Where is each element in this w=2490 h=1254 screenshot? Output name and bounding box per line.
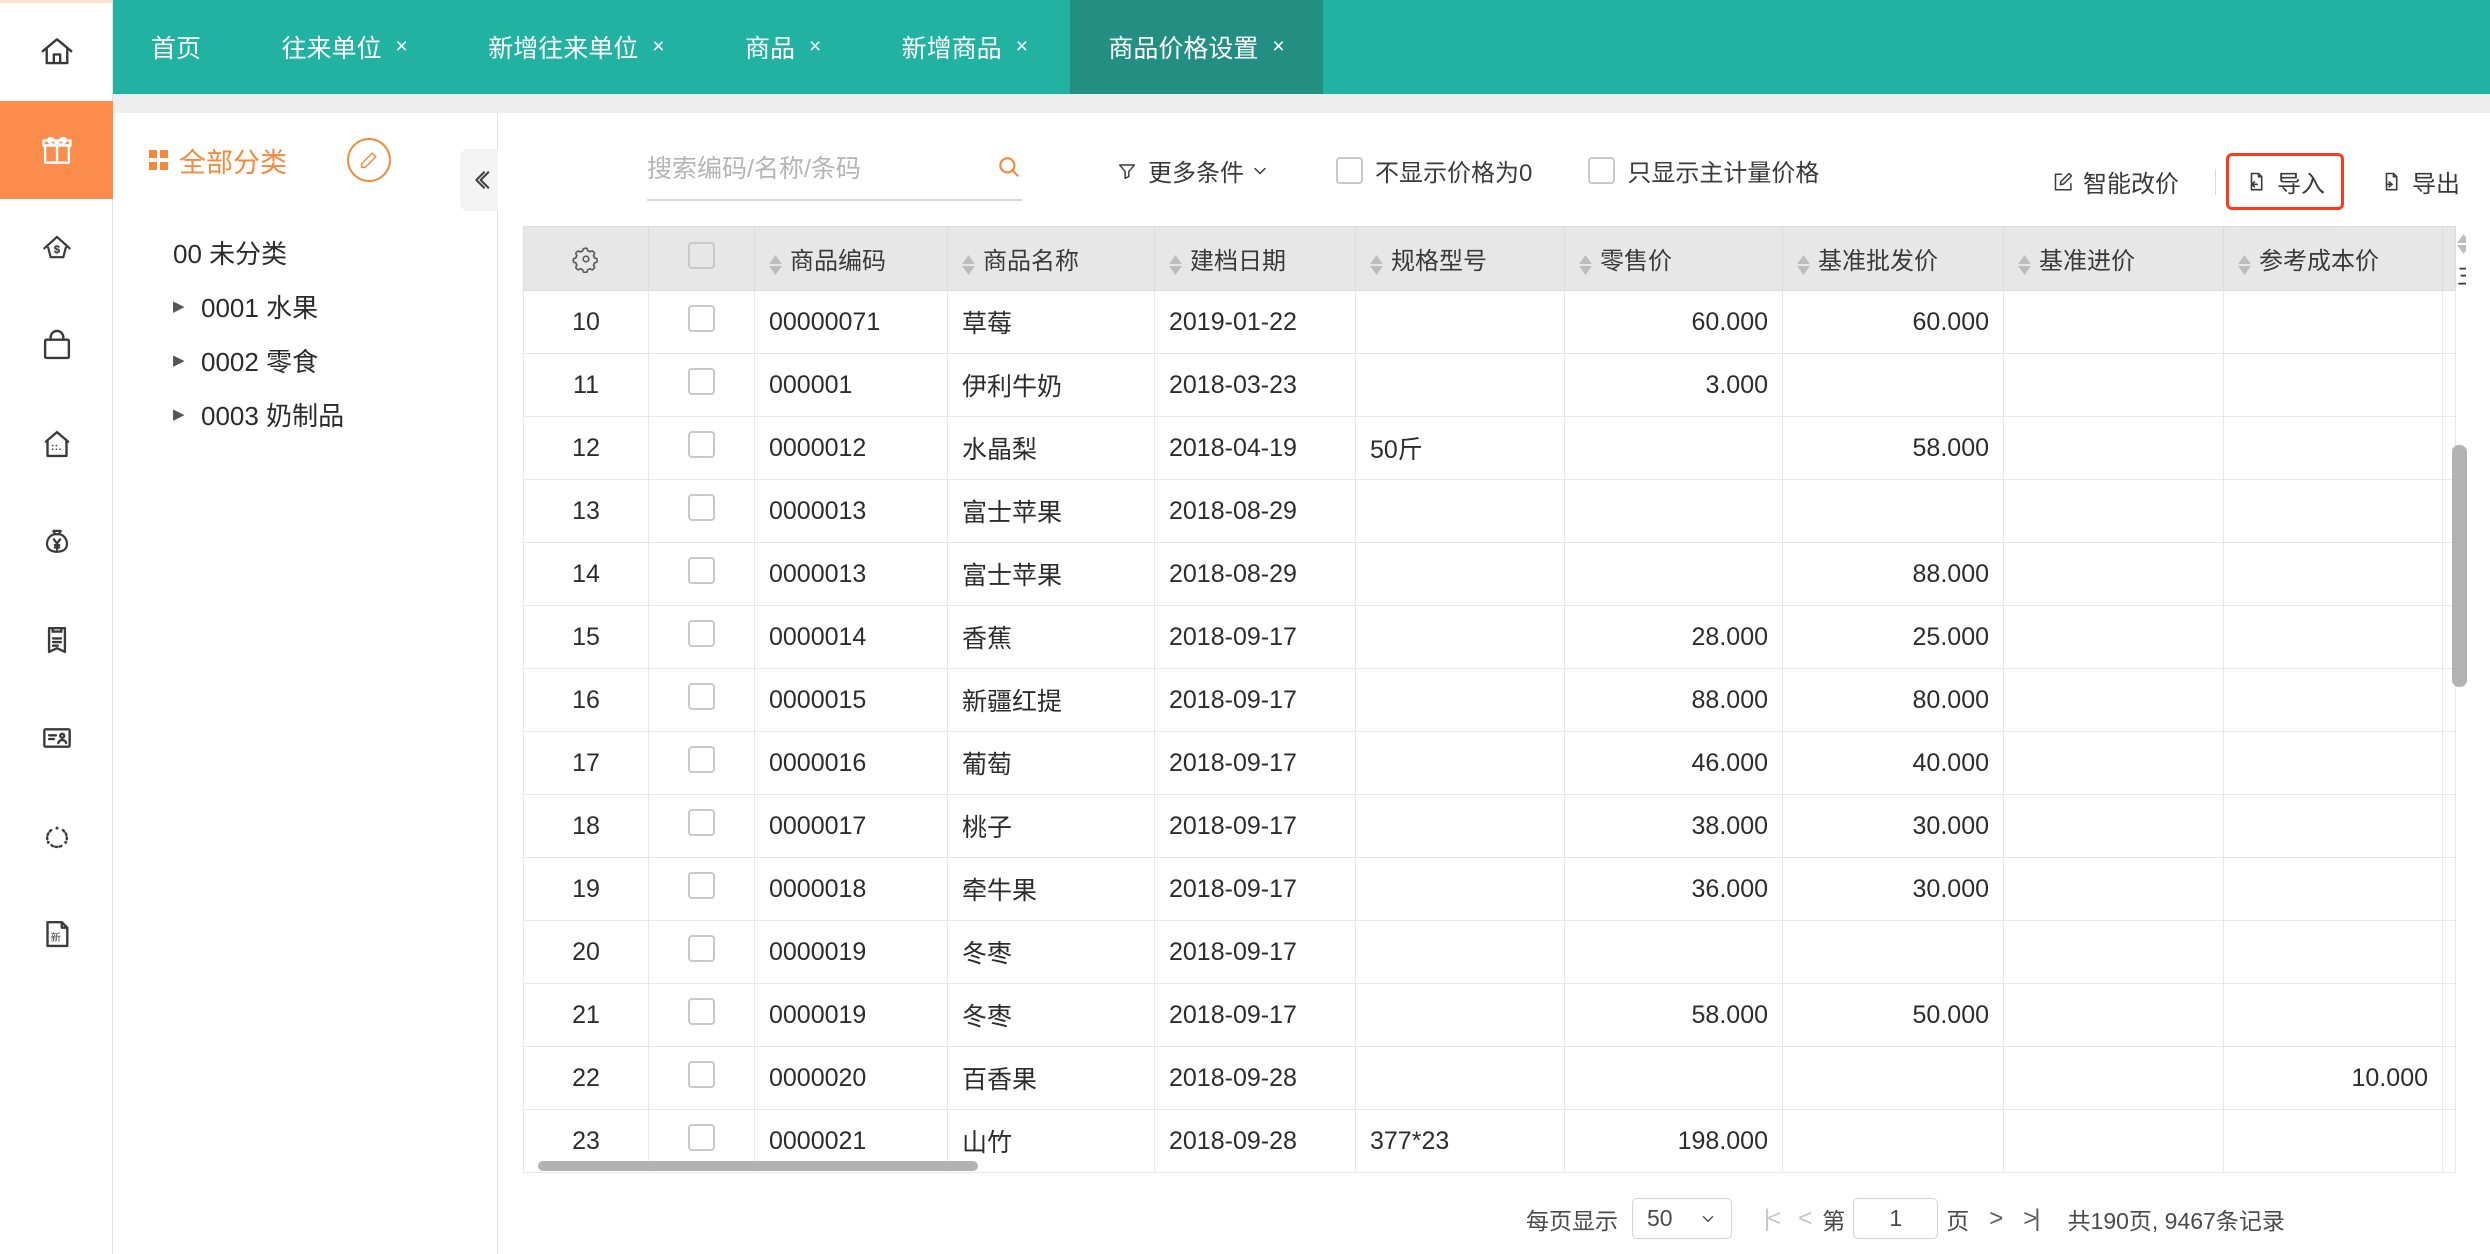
svg-text:$: $ [53, 244, 59, 256]
svg-text:新: 新 [50, 931, 60, 944]
